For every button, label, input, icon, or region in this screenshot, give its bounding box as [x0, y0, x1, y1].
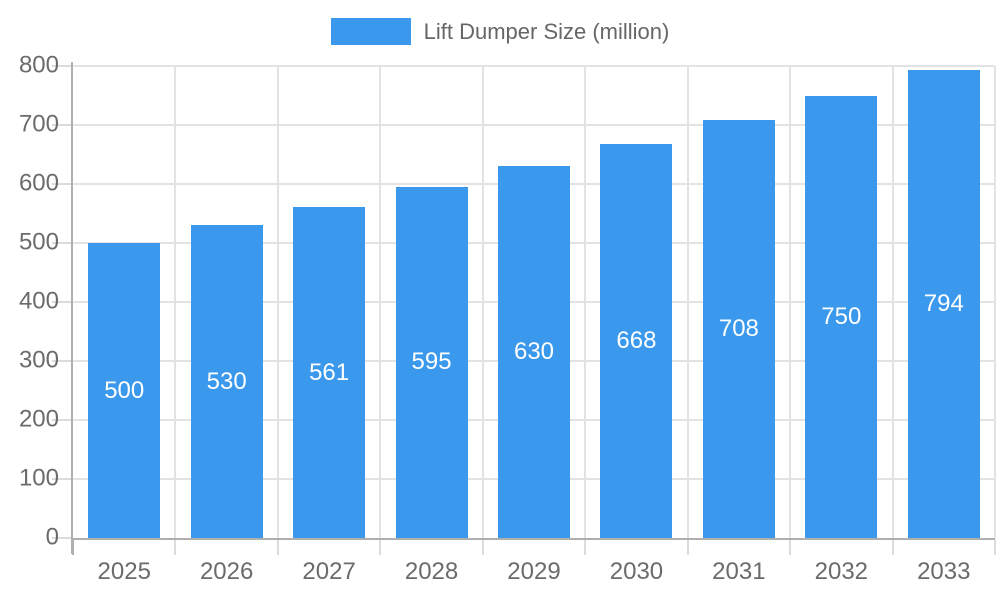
x-gridline: [174, 66, 177, 538]
x-axis-tick: [584, 540, 587, 555]
x-category-label: 2026: [199, 558, 254, 585]
bar[interactable]: 630: [498, 166, 570, 538]
y-tick-label: 100: [18, 464, 59, 492]
bar-value-label: 708: [718, 315, 759, 343]
x-gridline: [276, 66, 279, 538]
y-tick-label: 700: [18, 110, 59, 138]
y-tick-label: 500: [18, 228, 59, 256]
x-axis-tick: [481, 540, 484, 555]
x-category-label: 2029: [507, 558, 561, 585]
bar[interactable]: 794: [907, 69, 980, 538]
y-tick-label: 0: [45, 523, 59, 551]
bar-value-label: 668: [616, 326, 657, 354]
bar[interactable]: 708: [702, 120, 775, 538]
x-axis-tick: [891, 540, 894, 555]
bar[interactable]: 668: [600, 143, 673, 538]
bar-value-label: 530: [206, 367, 247, 395]
y-axis-tick: [52, 242, 71, 244]
y-tick-label: 200: [18, 405, 59, 433]
x-axis-tick: [379, 540, 382, 555]
x-axis-tick: [994, 540, 996, 555]
legend[interactable]: Lift Dumper Size (million): [0, 18, 1000, 45]
x-gridline: [379, 66, 382, 538]
y-axis-line: [71, 62, 73, 554]
x-gridline: [686, 66, 689, 538]
x-gridline: [481, 66, 484, 538]
legend-label: Lift Dumper Size (million): [423, 19, 670, 44]
x-axis-line: [71, 538, 995, 540]
bar-value-label: 794: [923, 289, 964, 317]
x-category-label: 2025: [97, 558, 151, 585]
y-axis-tick: [52, 478, 71, 480]
bar[interactable]: 750: [805, 95, 878, 538]
y-axis-tick: [52, 360, 71, 362]
y-axis-tick: [52, 183, 71, 185]
y-axis-tick: [52, 124, 71, 126]
x-category-label: 2033: [917, 558, 971, 585]
x-gridline: [994, 66, 996, 538]
x-gridline: [891, 66, 894, 538]
bar[interactable]: 500: [88, 243, 161, 538]
bar[interactable]: 561: [293, 207, 366, 538]
x-axis-tick: [789, 540, 792, 555]
bar[interactable]: 595: [395, 186, 468, 538]
x-axis-tick: [174, 540, 177, 555]
x-category-label: 2032: [814, 558, 869, 585]
bar-value-label: 750: [821, 302, 862, 330]
plot-area: 0 100 200 300 400 500 600 700 800 2025 2026 2027 202…: [19, 51, 996, 585]
y-axis-tick: [52, 65, 71, 67]
x-gridline: [789, 66, 792, 538]
y-axis-tick: [52, 537, 71, 539]
y-tick-label: 800: [18, 51, 59, 79]
bar-value-label: 595: [411, 348, 452, 376]
y-gridline: [73, 65, 995, 67]
bar[interactable]: 530: [190, 225, 263, 538]
bar-value-label: 500: [104, 376, 145, 404]
x-gridline: [584, 66, 587, 538]
x-axis-tick: [686, 540, 689, 555]
bar-value-label: 630: [513, 338, 555, 366]
x-axis-tick: [72, 540, 74, 555]
y-axis-tick: [52, 301, 71, 303]
y-tick-label: 300: [18, 346, 59, 374]
y-tick-label: 600: [18, 169, 59, 197]
x-category-label: 2031: [712, 558, 766, 585]
x-category-label: 2028: [404, 558, 459, 585]
bar-value-label: 561: [309, 358, 350, 386]
x-category-label: 2030: [609, 558, 664, 585]
x-category-label: 2027: [302, 558, 356, 585]
x-axis-tick: [276, 540, 279, 555]
y-axis-tick: [52, 419, 71, 421]
y-gridline: [73, 124, 995, 126]
legend-swatch: [330, 18, 411, 45]
y-tick-label: 400: [18, 287, 59, 315]
